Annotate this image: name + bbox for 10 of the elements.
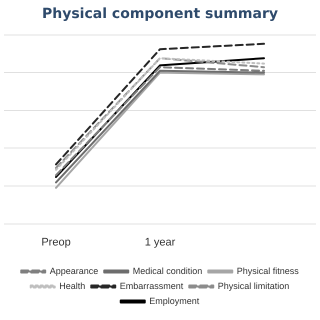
x-tick-label: Preop: [41, 236, 71, 248]
legend-label: Health: [59, 280, 86, 291]
legend-label: Medical condition: [132, 266, 202, 276]
legend-label: Physical fitness: [236, 266, 300, 276]
x-tick-label: 1 year: [144, 236, 176, 248]
chart-title: Physical component summary: [42, 6, 278, 22]
legend-label: Appearance: [50, 266, 98, 276]
legend-label: Embarrassment: [120, 280, 184, 291]
legend-label: Physical limitation: [218, 280, 290, 291]
legend-label: Employment: [149, 296, 200, 306]
